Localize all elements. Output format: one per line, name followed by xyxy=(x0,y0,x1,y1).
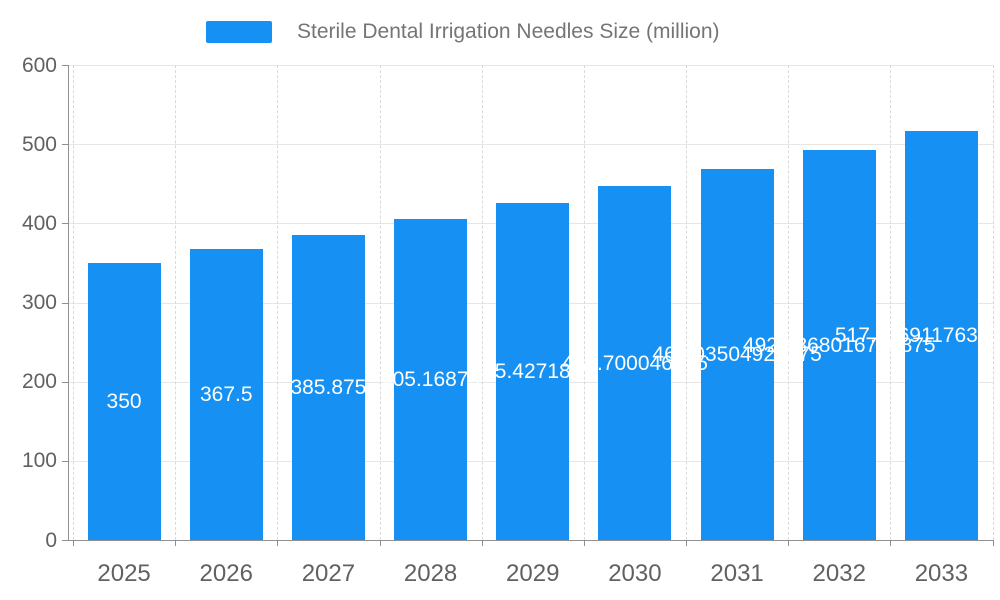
gridline-v xyxy=(890,65,892,540)
gridline-v xyxy=(175,65,177,540)
gridline-v xyxy=(992,65,994,540)
bar[interactable] xyxy=(802,150,876,540)
bar-value-label: 446.700046875 xyxy=(561,351,708,375)
y-tick xyxy=(62,381,68,383)
legend-item[interactable]: Sterile Dental Irrigation Needles Size (… xyxy=(206,19,720,45)
bar[interactable] xyxy=(291,234,365,540)
x-tick-label: 2032 xyxy=(812,560,866,587)
x-tick xyxy=(379,540,381,546)
x-tick xyxy=(890,540,892,546)
bar-value-label: 492.4868016796875 xyxy=(742,333,936,357)
x-tick-label: 2033 xyxy=(914,560,969,587)
x-tick-label: 2029 xyxy=(506,560,560,587)
bar-value-label: 469.03504921875 xyxy=(652,342,822,366)
y-axis-line xyxy=(68,65,69,540)
y-tick-label: 300 xyxy=(21,291,57,314)
bar[interactable] xyxy=(700,168,774,540)
x-tick xyxy=(73,540,74,546)
bar[interactable] xyxy=(189,249,263,540)
y-tick-label: 200 xyxy=(21,370,57,394)
bar-value-label: 405.16875 xyxy=(380,368,481,392)
bar-value-label: 425.4271875 xyxy=(471,360,595,384)
bar[interactable] xyxy=(598,186,672,540)
y-tick xyxy=(62,223,68,225)
y-tick xyxy=(62,540,68,541)
y-tick-label: 0 xyxy=(45,528,57,552)
legend-label: Sterile Dental Irrigation Needles Size (… xyxy=(297,20,720,43)
x-tick-label: 2031 xyxy=(710,560,764,587)
bar[interactable] xyxy=(394,219,468,540)
x-tick xyxy=(583,540,585,546)
x-tick-label: 2030 xyxy=(608,560,662,587)
x-tick-label: 2025 xyxy=(97,560,151,587)
x-tick-label: 2026 xyxy=(199,560,253,587)
gridline-h xyxy=(68,144,994,146)
x-tick xyxy=(481,540,483,546)
bar-value-label: 517.116911763671875 xyxy=(834,323,1000,347)
x-tick xyxy=(992,540,994,546)
gridline-v xyxy=(277,65,279,540)
y-tick-label: 600 xyxy=(21,53,57,77)
legend-swatch xyxy=(206,21,272,43)
bar-value-label: 385.875 xyxy=(290,375,367,399)
y-tick-label: 400 xyxy=(21,211,57,235)
y-tick xyxy=(62,460,68,462)
gridline-v xyxy=(788,65,790,540)
bar-value-label: 367.5 xyxy=(199,383,253,407)
y-tick-label: 100 xyxy=(21,449,57,473)
x-tick xyxy=(277,540,279,546)
y-tick xyxy=(62,302,68,304)
bar[interactable] xyxy=(87,262,161,540)
gridline-v xyxy=(481,65,483,540)
bar-value-label: 350 xyxy=(106,389,142,413)
gridline-v xyxy=(686,65,687,540)
x-axis-line xyxy=(68,540,994,541)
x-tick xyxy=(175,540,177,546)
gridline-v xyxy=(583,65,585,540)
bar[interactable] xyxy=(904,130,978,540)
gridline-h xyxy=(68,65,994,66)
y-tick xyxy=(62,144,68,146)
x-tick xyxy=(686,540,687,546)
bar[interactable] xyxy=(496,203,570,540)
x-tick-label: 2027 xyxy=(301,560,356,587)
gridline-v xyxy=(379,65,381,540)
x-tick xyxy=(788,540,790,546)
y-tick-label: 500 xyxy=(21,132,57,156)
x-tick-label: 2028 xyxy=(403,560,458,587)
gridline-v xyxy=(73,65,74,540)
y-tick xyxy=(62,65,68,66)
